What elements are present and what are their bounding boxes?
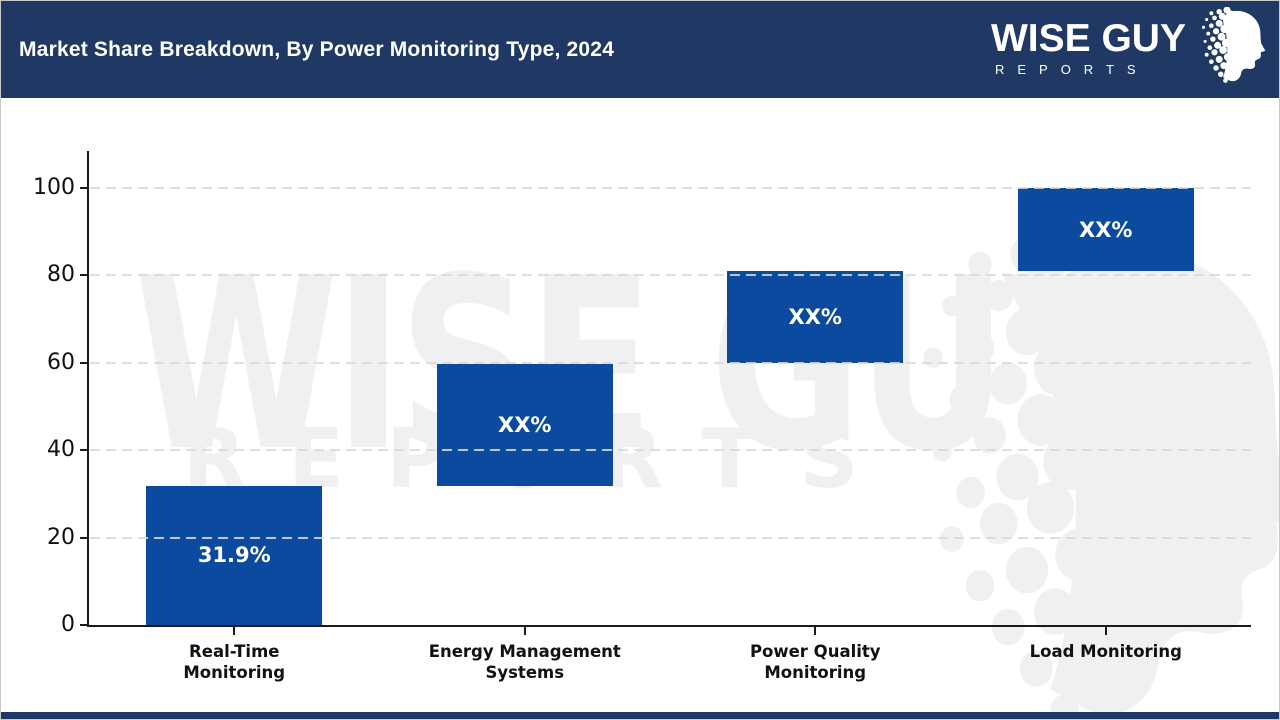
y-tick-label-100: 100 [33, 175, 75, 200]
x-tick-mark-energy-management-systems [523, 627, 526, 635]
bar-real-time-monitoring: 31.9% [146, 485, 323, 625]
y-tick-label-80: 80 [47, 262, 75, 288]
y-tick-label-40: 40 [47, 437, 75, 463]
brand-name: WISE GUY [990, 17, 1186, 60]
y-gridline-80 [90, 274, 1251, 277]
y-gridline-60 [90, 361, 1251, 364]
bar-power-quality-monitoring: XX% [727, 271, 904, 363]
x-category-label-line: Power Quality [749, 642, 881, 661]
x-tick-mark-real-time-monitoring [233, 627, 236, 635]
y-axis-line [87, 151, 89, 627]
x-axis-line [87, 625, 1251, 627]
y-tick-mark-20 [80, 536, 89, 539]
y-tick-mark-80 [80, 274, 89, 277]
y-tick-mark-100 [80, 187, 89, 189]
footer-bar [1, 712, 1279, 719]
chart-title: Market Share Breakdown, By Power Monitor… [19, 37, 615, 61]
bar-energy-management-systems: XX% [436, 363, 613, 486]
watermark-brand-text: WISE GUY [134, 227, 1138, 504]
brand-logo: WISE GUY REPORTS [991, 5, 1271, 95]
brand-head-icon [1201, 7, 1266, 83]
bar-value-label-power-quality-monitoring: XX% [788, 305, 842, 330]
bar-value-label-load-monitoring: XX% [1079, 217, 1133, 242]
y-tick-mark-40 [80, 449, 89, 452]
x-category-label-power-quality-monitoring: Power Quality Monitoring [665, 641, 965, 683]
header-band: Market Share Breakdown, By Power Monitor… [1, 1, 1279, 98]
y-tick-mark-0 [80, 624, 89, 626]
y-gridline-100 [90, 187, 1251, 189]
y-tick-label-20: 20 [47, 524, 75, 550]
bar-value-label-energy-management-systems: XX% [498, 412, 552, 437]
x-category-label-line: Monitoring [764, 663, 867, 682]
y-tick-label-60: 60 [47, 349, 75, 375]
y-tick-label-0: 0 [61, 612, 75, 637]
brand-logo-text: WISE GUY REPORTS [990, 17, 1186, 78]
y-gridline-40 [90, 449, 1251, 452]
x-category-label-load-monitoring: Load Monitoring [956, 641, 1256, 662]
y-gridline-20 [90, 536, 1251, 539]
bar-load-monitoring: XX% [1017, 188, 1194, 272]
y-tick-mark-60 [80, 361, 89, 364]
x-category-label-line: Energy Management [428, 642, 621, 661]
x-category-label-line: Systems [485, 663, 565, 682]
x-category-label-line: Load Monitoring [1029, 642, 1182, 661]
x-tick-mark-load-monitoring [1104, 627, 1107, 635]
brand-subtitle: REPORTS [994, 62, 1149, 77]
x-category-label-energy-management-systems: Energy Management Systems [375, 641, 675, 683]
x-category-label-line: Monitoring [183, 663, 286, 682]
bar-value-label-real-time-monitoring: 31.9% [197, 543, 271, 568]
x-category-label-real-time-monitoring: Real-Time Monitoring [84, 641, 384, 683]
x-tick-mark-power-quality-monitoring [814, 627, 817, 635]
x-category-label-line: Real-Time [189, 642, 280, 661]
